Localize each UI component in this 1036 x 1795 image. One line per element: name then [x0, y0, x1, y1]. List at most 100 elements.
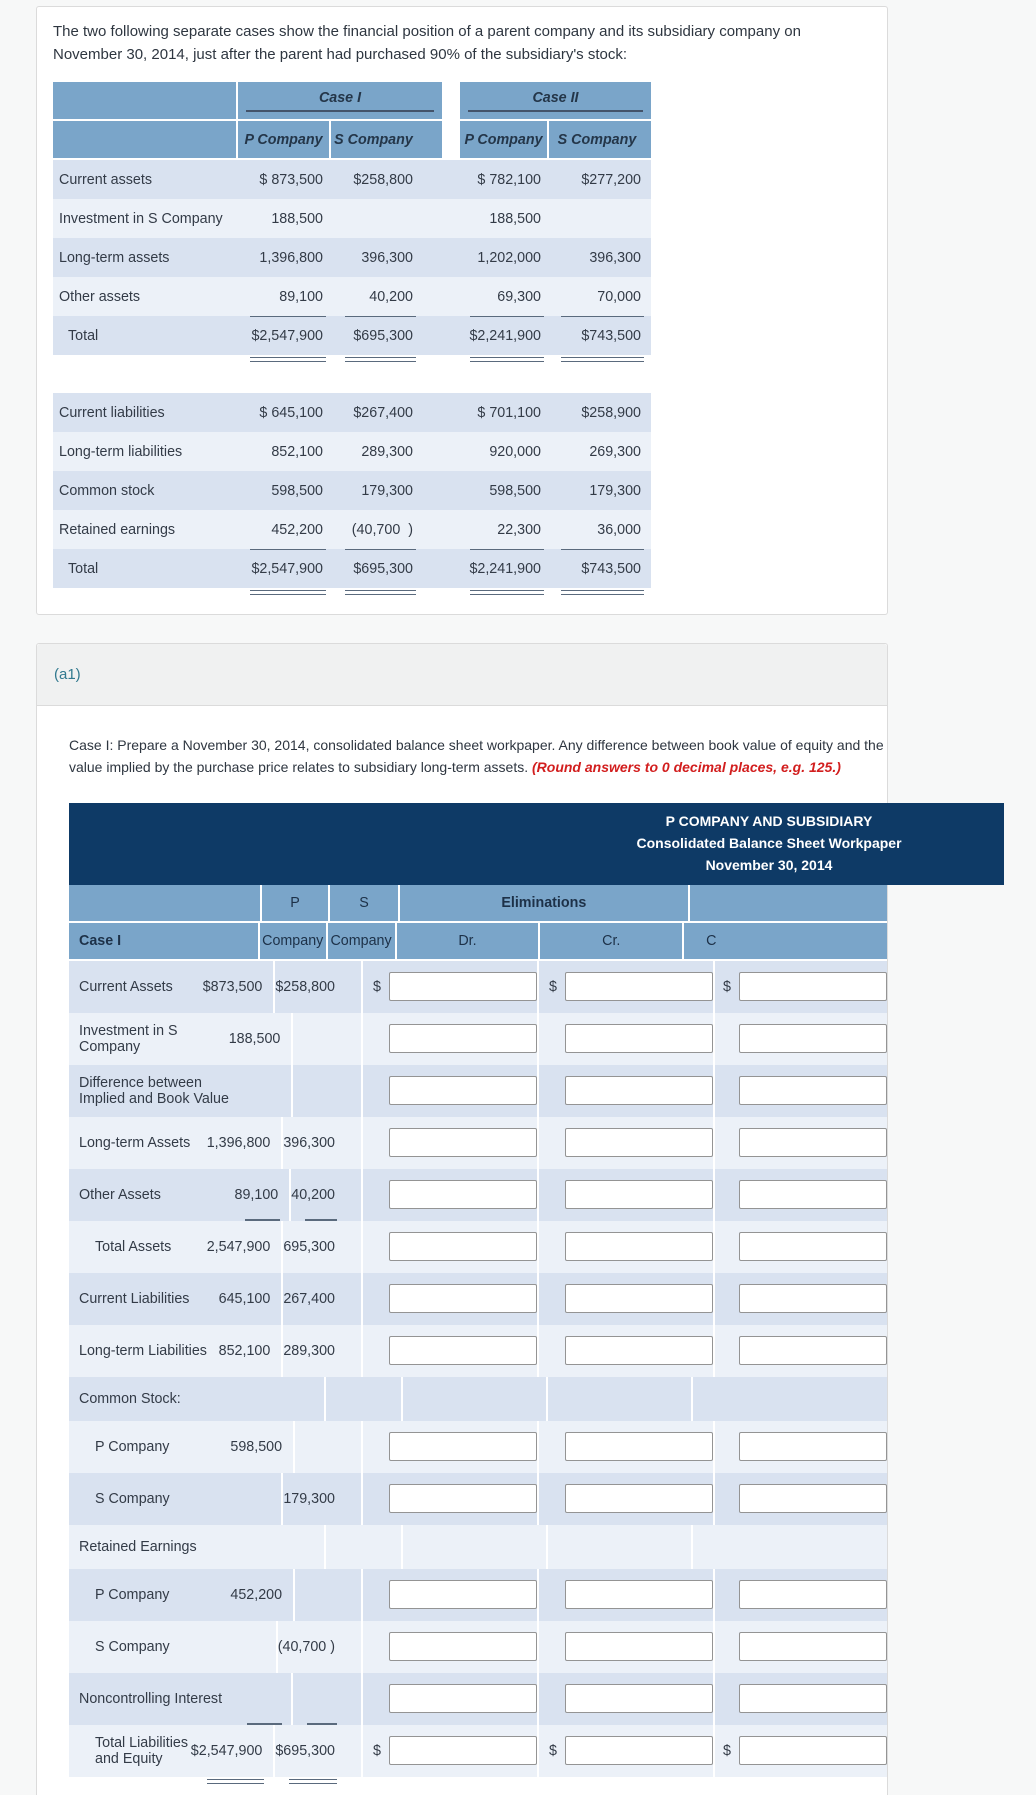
- cons-cell: $: [715, 1724, 887, 1777]
- cr-cell: [538, 1672, 713, 1725]
- table-row: Long-term assets 1,396,800 396,300 1,202,00…: [53, 238, 651, 277]
- cons-input[interactable]: [739, 1180, 887, 1210]
- cr-input[interactable]: [565, 1432, 713, 1462]
- total-row: Total $2,547,900 $695,300 $2,241,900 $743,50…: [53, 549, 651, 595]
- p-company-value: [230, 1672, 291, 1725]
- dr-input[interactable]: [389, 1284, 537, 1314]
- cons-cell: [714, 1672, 887, 1725]
- position-table-group-header-row: Case I Case II: [53, 82, 651, 119]
- case-gap: [444, 238, 460, 277]
- dr-input[interactable]: [389, 1484, 537, 1514]
- cr-input[interactable]: [564, 1684, 713, 1714]
- cons-cell: $: [715, 960, 887, 1013]
- p-company-value: 852,100: [218, 1324, 282, 1377]
- cons-input[interactable]: [739, 1736, 887, 1766]
- header-gap: [444, 82, 458, 119]
- cons-input[interactable]: [738, 1684, 887, 1714]
- cell-value: 452,200: [238, 510, 331, 549]
- cell-value: [549, 199, 651, 238]
- dr-input[interactable]: [389, 1232, 537, 1262]
- workpaper-header-row2: Case I Company Company Dr. Cr. C: [69, 922, 887, 959]
- cr-input[interactable]: [565, 1128, 713, 1158]
- position-table-rows: Current assets $ 873,500 $258,800 $ 782,100…: [53, 160, 651, 595]
- cons-input[interactable]: [739, 1232, 887, 1262]
- dr-input[interactable]: [389, 972, 537, 1002]
- cr-cell: [538, 1064, 713, 1117]
- dr-cell: [363, 1568, 537, 1621]
- cr-cell: [547, 1524, 691, 1569]
- currency-symbol: $: [549, 978, 557, 995]
- row-label: Long-term Assets: [69, 1116, 207, 1169]
- eliminations-header: Eliminations: [399, 884, 688, 921]
- dr-cell: [403, 1376, 546, 1421]
- cons-input[interactable]: [739, 1432, 887, 1462]
- corner-cell: [69, 884, 260, 921]
- cons-input[interactable]: [739, 1484, 887, 1514]
- cell-value: 396,300: [331, 238, 444, 277]
- cr-input[interactable]: [565, 1632, 713, 1662]
- table-row: Current liabilities $ 645,100 $267,400 $ 70…: [53, 393, 651, 432]
- case-label: Case I: [69, 922, 258, 959]
- cr-input[interactable]: [565, 1736, 713, 1766]
- cons-input[interactable]: [739, 1024, 887, 1054]
- row-label: Retained earnings: [53, 510, 238, 549]
- dr-input[interactable]: [389, 1432, 537, 1462]
- dr-input[interactable]: [389, 1632, 537, 1662]
- dr-cell: [363, 1272, 537, 1325]
- cell-value: [331, 199, 444, 238]
- cons-cell: [715, 1168, 887, 1221]
- dr-cell: [363, 1420, 537, 1473]
- s-company-value: (40,700 ): [277, 1620, 361, 1673]
- p-company-value: 598,500: [230, 1420, 294, 1473]
- case-gap: [444, 199, 460, 238]
- p-company-value: 89,100: [229, 1168, 290, 1221]
- cons-input[interactable]: [739, 1336, 887, 1366]
- workpaper-row: S Company 179,300: [69, 1472, 887, 1525]
- dr-input[interactable]: [389, 1128, 537, 1158]
- cons-cell: [715, 1272, 887, 1325]
- dr-cell: $: [363, 1724, 537, 1777]
- dr-cell: [363, 1116, 537, 1169]
- workpaper-title-inner: P COMPANY AND SUBSIDIARY Consolidated Ba…: [534, 811, 1004, 876]
- workpaper-row: Current Assets $873,500 $258,800 $ $ $: [69, 960, 887, 1013]
- cell-value: 289,300: [331, 432, 444, 471]
- case-gap: [444, 393, 460, 432]
- instructions-text: Case I: Prepare a November 30, 2014, con…: [69, 737, 884, 776]
- p-company-value: $873,500: [202, 960, 274, 1013]
- cell-value: 179,300: [549, 471, 651, 510]
- workpaper-row: Long-term Assets 1,396,800 396,300: [69, 1116, 887, 1169]
- cr-input[interactable]: [565, 1180, 713, 1210]
- cons-input[interactable]: [739, 1128, 887, 1158]
- cr-input[interactable]: [565, 972, 713, 1002]
- dr-input[interactable]: [389, 1336, 537, 1366]
- cons-input[interactable]: [739, 1580, 887, 1610]
- dr-cell: [362, 1064, 537, 1117]
- row-label: Long-term liabilities: [53, 432, 238, 471]
- cr-input[interactable]: [564, 1076, 713, 1106]
- dr-cell: [363, 1012, 537, 1065]
- dr-input[interactable]: [389, 1580, 537, 1610]
- dr-input[interactable]: [389, 1180, 537, 1210]
- cell-value: $695,300: [331, 549, 444, 595]
- cr-input[interactable]: [565, 1580, 713, 1610]
- cell-value: 920,000: [460, 432, 549, 471]
- dr-header: Dr.: [396, 922, 539, 959]
- case-gap: [444, 160, 460, 199]
- answer-body: Case I: Prepare a November 30, 2014, con…: [37, 706, 1004, 1795]
- dr-input[interactable]: [388, 1684, 537, 1714]
- cr-input[interactable]: [565, 1024, 713, 1054]
- dr-input[interactable]: [389, 1024, 537, 1054]
- cr-input[interactable]: [565, 1284, 713, 1314]
- cr-input[interactable]: [565, 1484, 713, 1514]
- currency-symbol: $: [373, 1742, 381, 1759]
- cr-input[interactable]: [565, 1336, 713, 1366]
- dr-input[interactable]: [389, 1736, 537, 1766]
- row-label: P Company: [69, 1568, 231, 1621]
- dr-input[interactable]: [388, 1076, 537, 1106]
- cons-input[interactable]: [739, 1632, 887, 1662]
- cr-input[interactable]: [565, 1232, 713, 1262]
- cons-input[interactable]: [739, 1284, 887, 1314]
- cons-cell: [715, 1568, 887, 1621]
- cons-input[interactable]: [739, 972, 887, 1002]
- cons-input[interactable]: [738, 1076, 887, 1106]
